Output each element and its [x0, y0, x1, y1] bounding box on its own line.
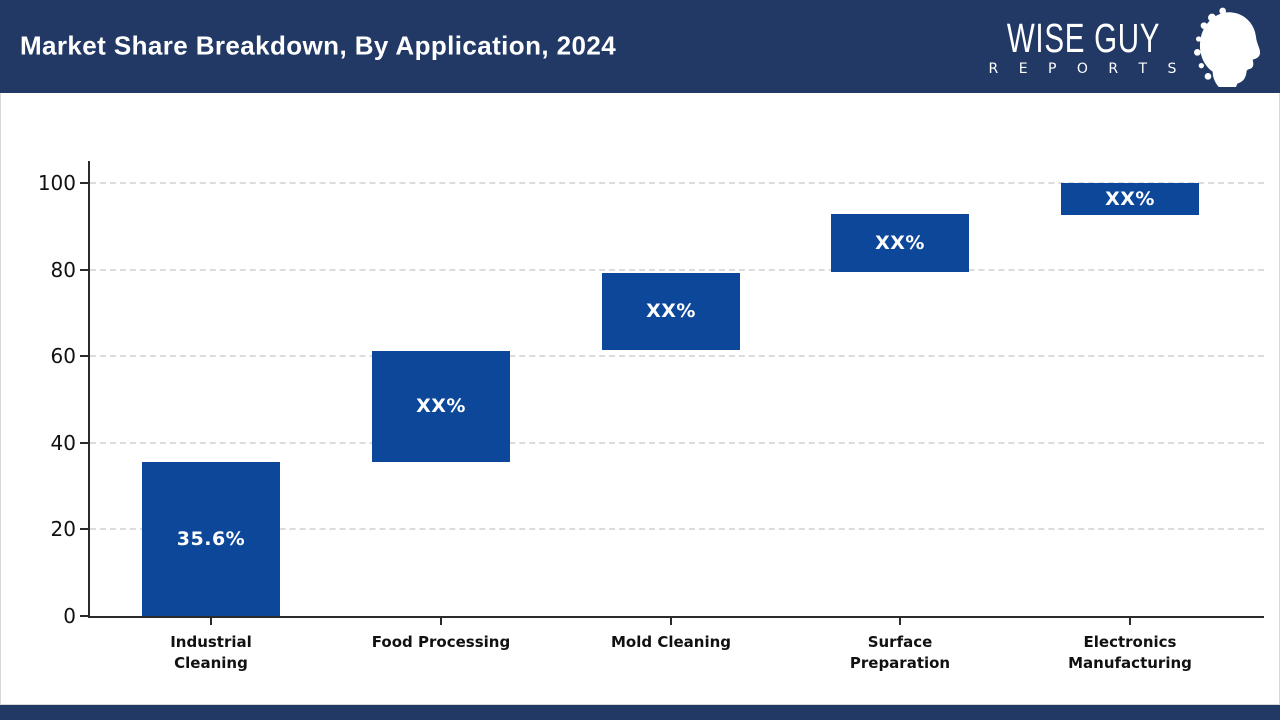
xaxis-label-food-processing: Food Processing	[371, 633, 511, 651]
bar-value-label-industrial-cleaning: 35.6%	[176, 527, 246, 550]
brand-logo-subtitle: R E P O R T S	[988, 60, 1185, 77]
ytick-mark-40	[80, 441, 88, 444]
ytick-label-100: 100	[37, 171, 76, 195]
ytick-label-40: 40	[50, 430, 76, 455]
bar-electronics-manufacturing: XX%	[1061, 183, 1199, 215]
gridline-20	[90, 528, 1264, 531]
ytick-label-20: 20	[50, 517, 76, 542]
bar-food-processing: XX%	[372, 351, 510, 462]
gridline-100	[90, 182, 1264, 184]
y-axis-line	[88, 161, 90, 618]
xtick-mark-mold-cleaning	[670, 618, 672, 625]
gridline-40	[90, 441, 1264, 444]
x-axis-line	[88, 616, 1264, 618]
xaxis-label-industrial-cleaning: Industrial Cleaning	[170, 633, 252, 672]
bar-industrial-cleaning: 35.6%	[142, 461, 280, 616]
gridline-60	[90, 355, 1264, 358]
ytick-mark-20	[80, 528, 88, 531]
xtick-mark-electronics-manufacturing	[1129, 618, 1131, 625]
xtick-mark-food-processing	[440, 618, 442, 625]
header-bar: Market Share Breakdown, By Application, …	[0, 0, 1280, 93]
xtick-mark-industrial-cleaning	[210, 618, 212, 625]
brand-logo: WISE GUY R E P O R T S	[977, 6, 1270, 88]
xaxis-label-surface-preparation: Surface Preparation	[849, 633, 951, 672]
ytick-mark-60	[80, 355, 88, 358]
footer-bar	[0, 705, 1280, 720]
brand-logo-text: WISE GUY R E P O R T S	[977, 14, 1190, 77]
bar-mold-cleaning: XX%	[602, 273, 740, 350]
ytick-label-80: 80	[50, 257, 76, 282]
xaxis-label-mold-cleaning: Mold Cleaning	[610, 633, 731, 651]
xtick-mark-surface-preparation	[899, 618, 901, 625]
ytick-mark-0	[80, 615, 88, 617]
bar-value-label-electronics-manufacturing: XX%	[1105, 187, 1155, 210]
bar-value-label-mold-cleaning: XX%	[646, 300, 696, 323]
bar-value-label-surface-preparation: XX%	[875, 231, 925, 254]
gridline-80	[90, 268, 1264, 271]
bar-value-label-food-processing: XX%	[416, 395, 466, 418]
ytick-mark-100	[80, 182, 88, 184]
ytick-label-60: 60	[50, 344, 76, 369]
ytick-mark-80	[80, 268, 88, 271]
brand-logo-wordmark: WISE GUY	[1006, 14, 1161, 61]
bar-surface-preparation: XX%	[831, 213, 969, 273]
brand-logo-head-icon	[1194, 7, 1261, 87]
xaxis-label-electronics-manufacturing: Electronics Manufacturing	[1068, 633, 1192, 672]
page-title: Market Share Breakdown, By Application, …	[20, 30, 617, 61]
ytick-label-0: 0	[63, 604, 76, 628]
